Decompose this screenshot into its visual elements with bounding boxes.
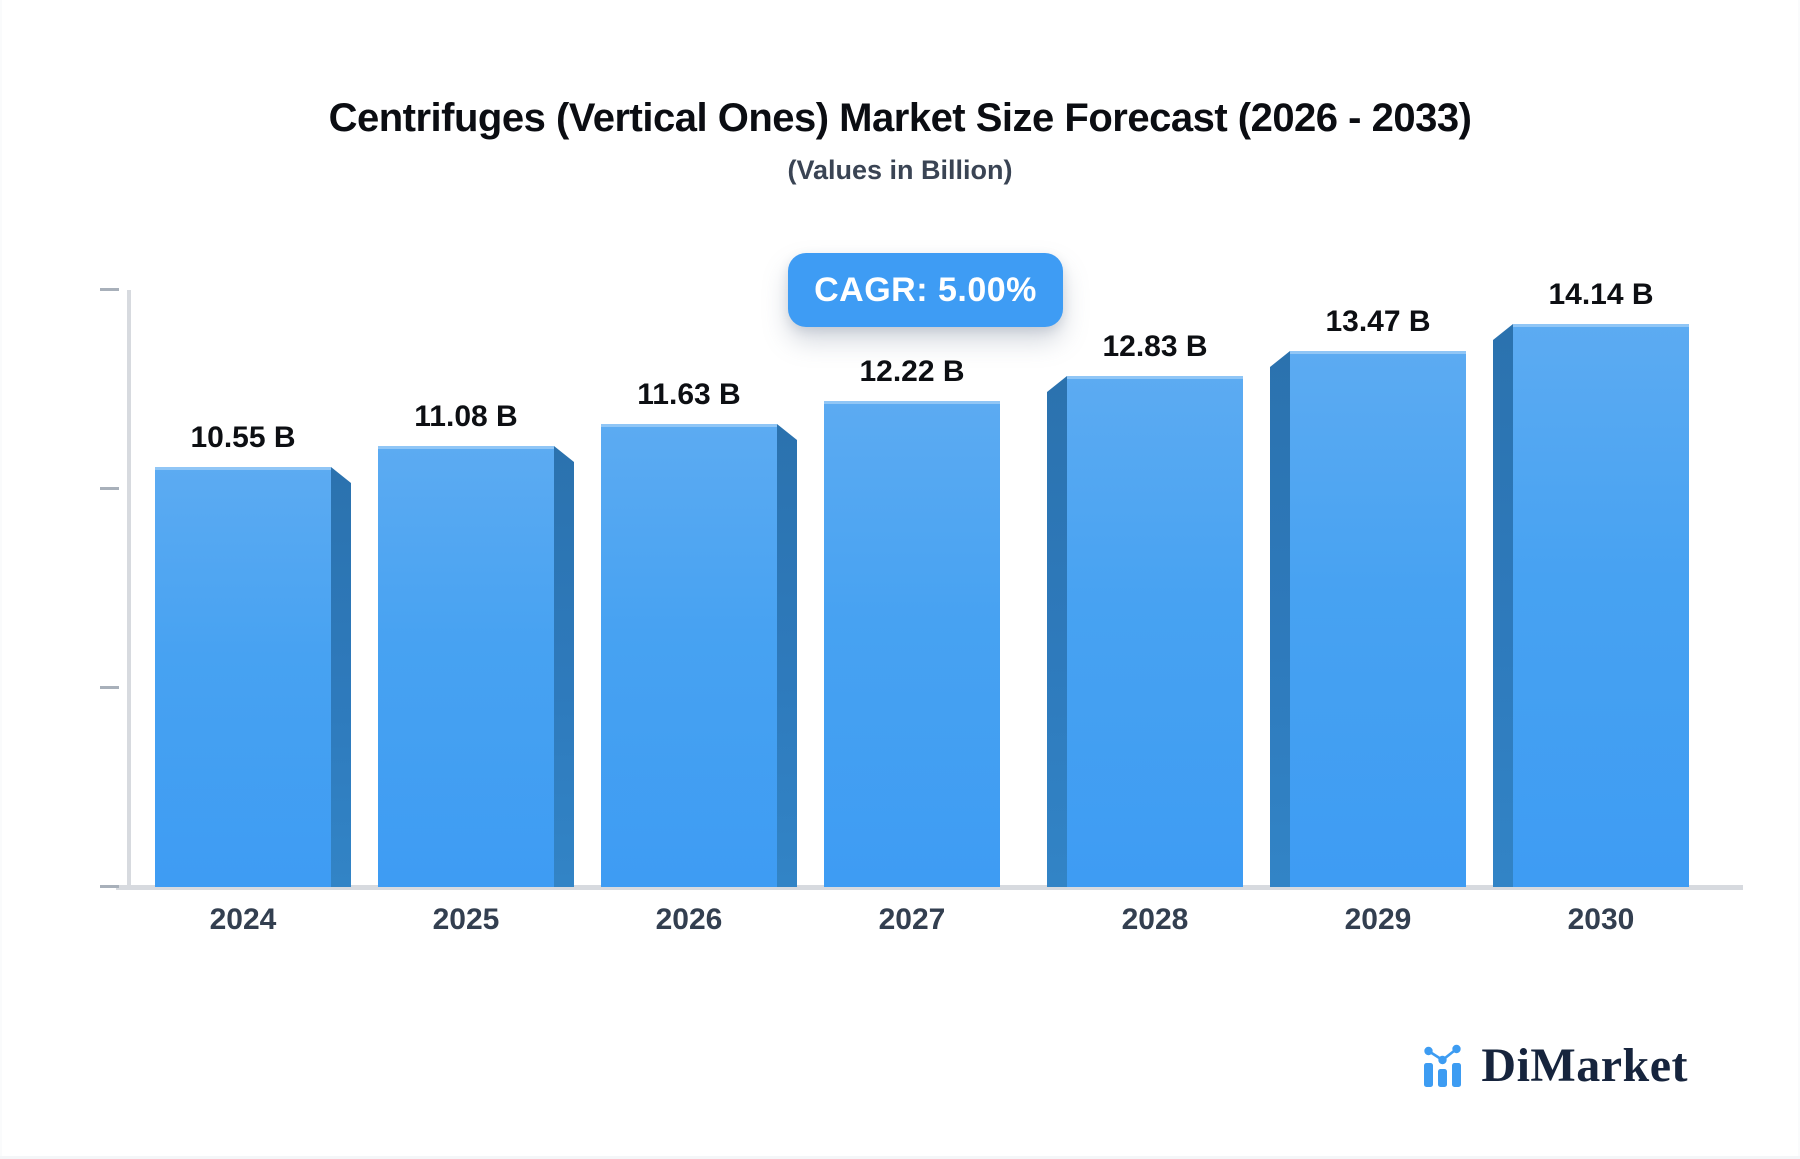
x-axis-label-2024: 2024 — [209, 903, 277, 936]
bar-side-2024 — [331, 467, 351, 887]
x-axis-label-2026: 2026 — [655, 903, 723, 936]
bar-group-2026: 11.63 B 2026 — [601, 378, 797, 936]
bar-side-2029 — [1270, 351, 1290, 887]
x-axis-line — [116, 885, 1743, 890]
x-axis-label-2025: 2025 — [432, 903, 500, 936]
bar-2024 — [155, 467, 331, 887]
bar-group-2024: 10.55 B 2024 — [155, 421, 351, 936]
bar-chart-logo-icon — [1424, 1044, 1462, 1087]
logo-wordmark: DiMarket — [1481, 1039, 1688, 1092]
y-tick-mark — [100, 885, 119, 888]
bar-group-2030: 14.14 B 2030 — [1493, 278, 1689, 936]
bar-2028 — [1067, 376, 1243, 887]
bar-2030 — [1513, 324, 1689, 887]
x-axis-label-2028: 2028 — [1121, 903, 1189, 936]
bar-side-2028 — [1047, 376, 1067, 887]
y-tick-mark — [100, 288, 119, 291]
bar-2027 — [824, 401, 1000, 887]
bar-2025 — [378, 446, 554, 887]
bar-value-label: 12.22 B — [859, 355, 965, 388]
cagr-badge: CAGR: 5.00% — [788, 253, 1063, 327]
y-tick-mark — [100, 686, 119, 689]
bar-side-2026 — [777, 424, 797, 887]
bar-value-label: 12.83 B — [1102, 330, 1208, 363]
bar-side-2030 — [1493, 324, 1513, 887]
bar-value-label: 11.63 B — [637, 378, 741, 411]
bar-value-label: 13.47 B — [1325, 305, 1431, 338]
bar-2026 — [601, 424, 777, 887]
bar-group-2029: 13.47 B 2029 — [1270, 305, 1466, 936]
x-axis-label-2029: 2029 — [1344, 903, 1412, 936]
chart-subtitle: (Values in Billion) — [787, 155, 1013, 185]
cagr-badge-label: CAGR: 5.00% — [814, 270, 1037, 309]
bar-value-label: 11.08 B — [414, 400, 518, 433]
bar-group-2025: 11.08 B 2025 — [378, 400, 574, 936]
bar-group-2027: 12.22 B 2027 — [824, 355, 1020, 936]
x-axis-label-2030: 2030 — [1567, 903, 1635, 936]
y-axis-line — [127, 290, 131, 887]
y-tick-mark — [100, 487, 119, 490]
bar-group-2028: 12.83 B 2028 — [1047, 330, 1243, 936]
chart-title: Centrifuges (Vertical Ones) Market Size … — [328, 96, 1472, 140]
bar-value-label: 14.14 B — [1548, 278, 1654, 311]
bar-value-label: 10.55 B — [190, 421, 296, 454]
chart-header: Centrifuges (Vertical Ones) Market Size … — [0, 0, 1800, 186]
x-axis-label-2027: 2027 — [878, 903, 946, 936]
bar-2029 — [1290, 351, 1466, 887]
bar-side-2025 — [554, 446, 574, 887]
dimarket-logo: DiMarket — [1419, 1038, 1688, 1093]
